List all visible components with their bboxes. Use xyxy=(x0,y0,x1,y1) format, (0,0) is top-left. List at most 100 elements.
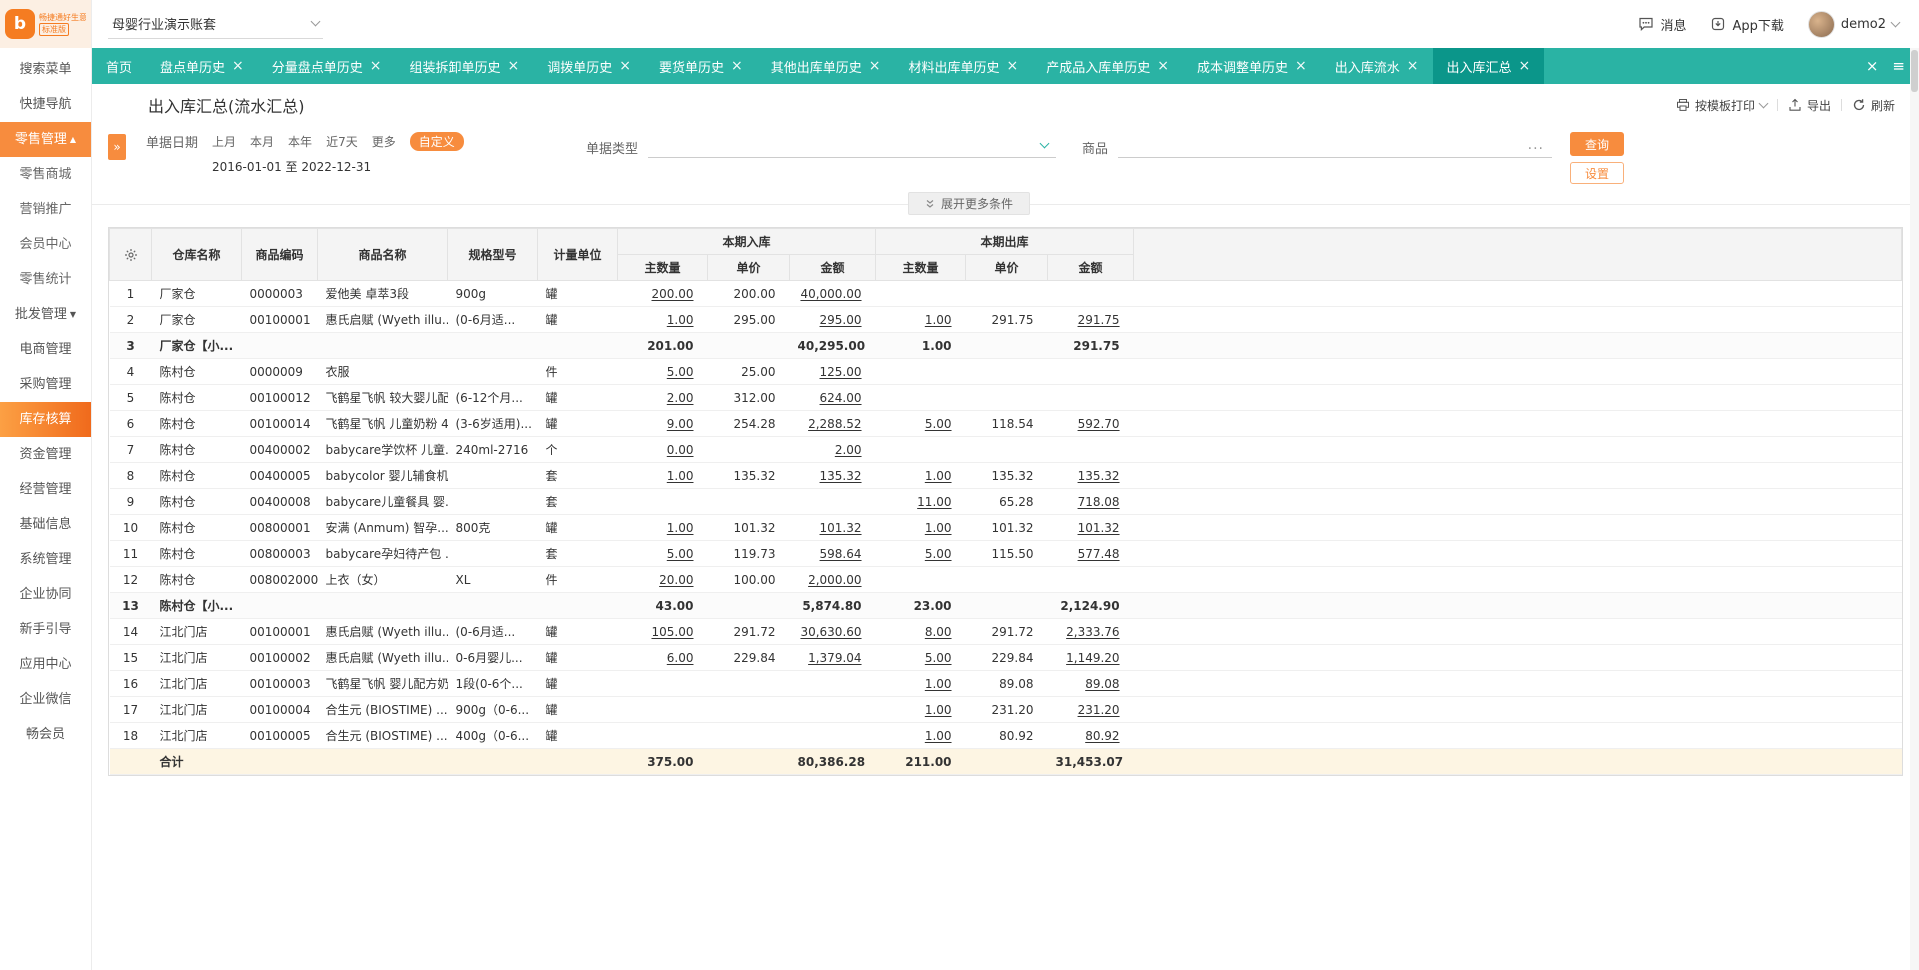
drilldown-link[interactable]: 101.32 xyxy=(1077,520,1120,535)
query-button[interactable]: 查询 xyxy=(1570,132,1624,156)
drilldown-link[interactable]: 8.00 xyxy=(924,624,952,639)
sidebar-item-经营管理[interactable]: 经营管理 xyxy=(0,472,91,507)
col-header-in-qty[interactable]: 主数量 xyxy=(617,254,708,281)
col-header-out-price[interactable]: 单价 xyxy=(965,254,1049,281)
tab-首页[interactable]: 首页 xyxy=(92,48,146,84)
vertical-scrollbar[interactable] xyxy=(1910,48,1919,970)
sidebar-item-采购管理[interactable]: 采购管理 xyxy=(0,367,91,402)
messages-button[interactable]: 消息 xyxy=(1638,15,1686,34)
tab-出入库汇总[interactable]: 出入库汇总 × xyxy=(1432,48,1545,84)
drilldown-link[interactable]: 1.00 xyxy=(924,676,952,691)
sidebar-item-电商管理[interactable]: 电商管理 xyxy=(0,332,91,367)
sidebar-item-企业微信[interactable]: 企业微信 xyxy=(0,682,91,717)
sidebar-item-企业协同[interactable]: 企业协同 xyxy=(0,577,91,612)
drilldown-link[interactable]: 6.00 xyxy=(666,650,694,665)
expand-sidebar-icon[interactable]: » xyxy=(108,134,126,160)
drilldown-link[interactable]: 1.00 xyxy=(666,520,694,535)
refresh-button[interactable]: 刷新 xyxy=(1852,97,1895,114)
drilldown-link[interactable]: 40,000.00 xyxy=(800,286,862,301)
col-header-in-price[interactable]: 单价 xyxy=(707,254,790,281)
drilldown-link[interactable]: 1.00 xyxy=(666,312,694,327)
drilldown-link[interactable]: 291.75 xyxy=(1077,312,1120,327)
date-option-上月[interactable]: 上月 xyxy=(212,135,237,149)
drilldown-link[interactable]: 105.00 xyxy=(651,624,694,639)
sidebar-item-快捷导航[interactable]: 快捷导航 xyxy=(0,87,91,122)
tab-材料出库单历史[interactable]: 材料出库单历史 × xyxy=(895,48,1033,84)
drilldown-link[interactable]: 1.00 xyxy=(924,702,952,717)
sidebar-item-批发管理[interactable]: 批发管理 ▼ xyxy=(0,297,91,332)
col-header-unit[interactable]: 计量单位 xyxy=(537,228,618,281)
tab-close-icon[interactable]: × xyxy=(1406,58,1419,74)
drilldown-link[interactable]: 1,149.20 xyxy=(1066,650,1120,665)
col-header-name[interactable]: 商品名称 xyxy=(317,228,448,281)
drilldown-link[interactable]: 135.32 xyxy=(1077,468,1120,483)
tab-close-icon[interactable]: × xyxy=(232,58,244,74)
col-header-in-amount[interactable]: 金额 xyxy=(788,254,877,281)
tab-盘点单历史[interactable]: 盘点单历史 × xyxy=(146,48,258,84)
sidebar-item-资金管理[interactable]: 资金管理 xyxy=(0,437,91,472)
sidebar-item-应用中心[interactable]: 应用中心 xyxy=(0,647,91,682)
drilldown-link[interactable]: 1,379.04 xyxy=(808,650,862,665)
drilldown-link[interactable]: 0.00 xyxy=(666,442,694,457)
tab-close-icon[interactable]: × xyxy=(619,58,632,74)
sidebar-item-系统管理[interactable]: 系统管理 xyxy=(0,542,91,577)
doc-type-input[interactable] xyxy=(648,136,1056,158)
tab-产成品入库单历史[interactable]: 产成品入库单历史 × xyxy=(1032,48,1183,84)
drilldown-link[interactable]: 598.64 xyxy=(819,546,862,561)
drilldown-link[interactable]: 9.00 xyxy=(666,416,694,431)
date-option-本月[interactable]: 本月 xyxy=(250,135,275,149)
tab-close-icon[interactable]: × xyxy=(507,58,520,74)
drilldown-link[interactable]: 2,000.00 xyxy=(808,572,862,587)
drilldown-link[interactable]: 1.00 xyxy=(924,468,952,483)
sidebar-item-基础信息[interactable]: 基础信息 xyxy=(0,507,91,542)
user-menu[interactable]: demo2 xyxy=(1807,10,1901,38)
tab-调拨单历史[interactable]: 调拨单历史 × xyxy=(533,48,645,84)
drilldown-link[interactable]: 135.32 xyxy=(819,468,862,483)
drilldown-link[interactable]: 295.00 xyxy=(819,312,862,327)
col-header-code[interactable]: 商品编码 xyxy=(241,228,318,281)
tab-close-icon[interactable]: × xyxy=(1157,58,1170,74)
print-by-template-button[interactable]: 按模板打印 xyxy=(1676,97,1769,114)
drilldown-link[interactable]: 577.48 xyxy=(1077,546,1120,561)
drilldown-link[interactable]: 231.20 xyxy=(1077,702,1120,717)
sidebar-item-零售商城[interactable]: 零售商城 xyxy=(0,157,91,192)
tab-其他出库单历史[interactable]: 其他出库单历史 × xyxy=(757,48,895,84)
drilldown-link[interactable]: 718.08 xyxy=(1077,494,1120,509)
sidebar-item-零售统计[interactable]: 零售统计 xyxy=(0,262,91,297)
col-header-spec[interactable]: 规格型号 xyxy=(447,228,538,281)
date-range-value[interactable]: 2016-01-01 至 2022-12-31 xyxy=(212,160,372,174)
col-header-warehouse[interactable]: 仓库名称 xyxy=(151,228,242,281)
drilldown-link[interactable]: 89.08 xyxy=(1085,676,1120,691)
drilldown-link[interactable]: 592.70 xyxy=(1077,416,1120,431)
drilldown-link[interactable]: 624.00 xyxy=(819,390,862,405)
close-all-tabs-icon[interactable]: × xyxy=(1865,57,1879,75)
drilldown-link[interactable]: 101.32 xyxy=(819,520,862,535)
app-download-button[interactable]: App下载 xyxy=(1710,15,1784,34)
sidebar-item-零售管理[interactable]: 零售管理 ▲ xyxy=(0,122,91,157)
drilldown-link[interactable]: 11.00 xyxy=(917,494,952,509)
drilldown-link[interactable]: 5.00 xyxy=(666,546,694,561)
custom-date-badge[interactable]: 自定义 xyxy=(409,132,464,151)
scrollbar-thumb[interactable] xyxy=(1911,50,1918,92)
tab-close-icon[interactable]: × xyxy=(1518,58,1531,74)
drilldown-link[interactable]: 30,630.60 xyxy=(800,624,862,639)
date-option-更多[interactable]: 更多 xyxy=(371,135,396,149)
sidebar-item-会员中心[interactable]: 会员中心 xyxy=(0,227,91,262)
sidebar-item-新手引导[interactable]: 新手引导 xyxy=(0,612,91,647)
tab-menu-icon[interactable]: ≡ xyxy=(1892,57,1905,75)
drilldown-link[interactable]: 1.00 xyxy=(924,520,952,535)
drilldown-link[interactable]: 1.00 xyxy=(924,728,952,743)
drilldown-link[interactable]: 1.00 xyxy=(666,468,694,483)
settings-button[interactable]: 设置 xyxy=(1570,162,1624,184)
tab-close-icon[interactable]: × xyxy=(369,58,382,74)
drilldown-link[interactable]: 200.00 xyxy=(651,286,694,301)
drilldown-link[interactable]: 125.00 xyxy=(819,364,862,379)
expand-more-button[interactable]: 展开更多条件 xyxy=(907,192,1030,215)
drilldown-link[interactable]: 5.00 xyxy=(666,364,694,379)
export-button[interactable]: 导出 xyxy=(1788,97,1831,114)
drilldown-link[interactable]: 80.92 xyxy=(1085,728,1120,743)
tab-close-icon[interactable]: × xyxy=(1295,58,1307,74)
tab-close-icon[interactable]: × xyxy=(731,58,743,74)
tab-成本调整单历史[interactable]: 成本调整单历史 × xyxy=(1183,48,1321,84)
drilldown-link[interactable]: 5.00 xyxy=(924,546,952,561)
